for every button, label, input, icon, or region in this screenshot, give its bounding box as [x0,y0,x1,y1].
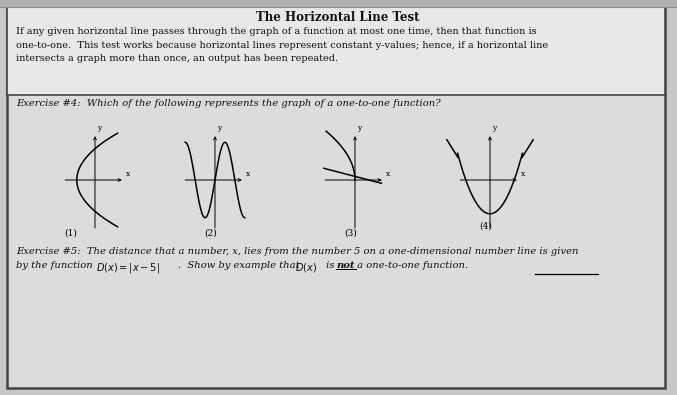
Bar [7,6,665,95]
Text: $D(x)$: $D(x)$ [295,261,317,274]
Text: y: y [357,124,362,132]
Text: Exercise #5:  The distance that a number, x, lies from the number 5 on a one-dim: Exercise #5: The distance that a number,… [16,247,579,256]
Text: x: x [246,170,250,178]
Text: (2): (2) [204,228,217,237]
Text: x: x [386,170,390,178]
Text: (4): (4) [479,222,492,231]
Text: y: y [492,124,496,132]
Text: a one-to-one function.: a one-to-one function. [354,261,468,270]
Text: x: x [126,170,130,178]
Text: .  Show by example that: . Show by example that [178,261,303,270]
Text: Exercise #4:  Which of the following represents the graph of a one-to-one functi: Exercise #4: Which of the following repr… [16,99,441,108]
Text: If any given horizontal line passes through the graph of a function at most one : If any given horizontal line passes thro… [16,27,537,36]
Text: by the function: by the function [16,261,96,270]
Text: x: x [521,170,525,178]
Text: $D(x)=|x-5|$: $D(x)=|x-5|$ [96,261,160,275]
Text: not: not [336,261,355,270]
Text: y: y [97,124,102,132]
Text: one-to-one.  This test works because horizontal lines represent constant y-value: one-to-one. This test works because hori… [16,41,548,49]
Text: (3): (3) [344,228,357,237]
Text: is: is [323,261,338,270]
Text: (1): (1) [64,228,77,237]
Text: y: y [217,124,221,132]
Text: intersects a graph more than once, an output has been repeated.: intersects a graph more than once, an ou… [16,54,338,63]
Text: The Horizontal Line Test: The Horizontal Line Test [257,11,420,24]
